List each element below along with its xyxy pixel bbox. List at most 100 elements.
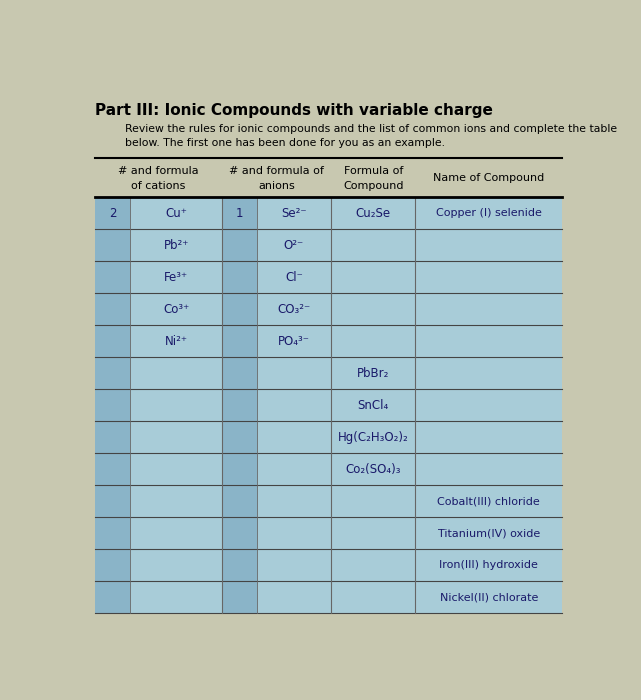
Bar	[222, 550, 256, 581]
Bar	[95, 421, 131, 454]
Text: Fe³⁺: Fe³⁺	[164, 271, 188, 284]
Bar	[256, 389, 331, 421]
Bar	[95, 293, 131, 326]
Bar	[415, 454, 562, 485]
Bar	[415, 261, 562, 293]
Bar	[131, 550, 222, 581]
Bar	[256, 357, 331, 389]
Text: Part III: Ionic Compounds with variable charge: Part III: Ionic Compounds with variable …	[95, 103, 493, 118]
Bar	[95, 581, 131, 613]
Text: Name of Compound: Name of Compound	[433, 173, 544, 183]
Text: CO₃²⁻: CO₃²⁻	[277, 302, 310, 316]
Bar	[256, 229, 331, 261]
Text: Cobalt(III) chloride: Cobalt(III) chloride	[437, 496, 540, 506]
Bar	[331, 357, 415, 389]
Bar	[256, 485, 331, 517]
Bar	[131, 517, 222, 550]
Bar	[95, 517, 131, 550]
Text: Cl⁻: Cl⁻	[285, 271, 303, 284]
Bar	[331, 229, 415, 261]
Bar	[131, 229, 222, 261]
Bar	[331, 326, 415, 357]
Bar	[256, 261, 331, 293]
Bar	[131, 581, 222, 613]
Bar	[222, 197, 256, 229]
Bar	[415, 421, 562, 454]
Bar	[256, 517, 331, 550]
Bar	[95, 550, 131, 581]
Bar	[415, 326, 562, 357]
Bar	[131, 326, 222, 357]
Bar	[256, 421, 331, 454]
Bar	[95, 485, 131, 517]
Bar	[331, 421, 415, 454]
Bar	[331, 485, 415, 517]
Bar	[95, 454, 131, 485]
Bar	[331, 293, 415, 326]
Bar	[131, 485, 222, 517]
Bar	[95, 229, 131, 261]
Text: # and formula of: # and formula of	[229, 167, 324, 176]
Bar	[222, 421, 256, 454]
Text: 1: 1	[235, 206, 243, 220]
Text: Nickel(II) chlorate: Nickel(II) chlorate	[440, 592, 538, 602]
Bar	[256, 326, 331, 357]
Bar	[222, 389, 256, 421]
Text: Se²⁻: Se²⁻	[281, 206, 306, 220]
Text: Pb²⁺: Pb²⁺	[163, 239, 189, 252]
Bar	[222, 229, 256, 261]
Bar	[222, 326, 256, 357]
Bar	[256, 197, 331, 229]
Bar	[331, 517, 415, 550]
Text: Titanium(IV) oxide: Titanium(IV) oxide	[438, 528, 540, 538]
Bar	[95, 261, 131, 293]
Bar	[415, 550, 562, 581]
Text: Co₂(SO₄)₃: Co₂(SO₄)₃	[345, 463, 401, 476]
Bar	[415, 389, 562, 421]
Text: 2: 2	[109, 206, 117, 220]
Text: anions: anions	[258, 181, 295, 191]
Bar	[331, 581, 415, 613]
Bar	[131, 261, 222, 293]
Bar	[331, 197, 415, 229]
Bar	[415, 293, 562, 326]
Bar	[415, 517, 562, 550]
Text: O²⁻: O²⁻	[284, 239, 304, 252]
Text: Compound: Compound	[343, 181, 403, 191]
Bar	[131, 454, 222, 485]
Bar	[415, 357, 562, 389]
Text: PbBr₂: PbBr₂	[357, 367, 390, 379]
Bar	[95, 197, 131, 229]
Text: Iron(III) hydroxide: Iron(III) hydroxide	[439, 560, 538, 570]
Bar	[331, 261, 415, 293]
Text: below. The first one has been done for you as an example.: below. The first one has been done for y…	[125, 138, 445, 148]
Bar	[415, 197, 562, 229]
Text: PO₄³⁻: PO₄³⁻	[278, 335, 310, 348]
Bar	[95, 357, 131, 389]
Bar	[222, 581, 256, 613]
Bar	[131, 357, 222, 389]
Bar	[131, 197, 222, 229]
Text: Hg(C₂H₃O₂)₂: Hg(C₂H₃O₂)₂	[338, 430, 408, 444]
Bar	[222, 485, 256, 517]
Bar	[415, 581, 562, 613]
Bar	[222, 293, 256, 326]
Text: Copper (I) selenide: Copper (I) selenide	[436, 208, 542, 218]
Bar	[222, 517, 256, 550]
Bar	[331, 550, 415, 581]
Bar	[95, 326, 131, 357]
Bar	[415, 229, 562, 261]
Bar	[131, 293, 222, 326]
Bar	[415, 485, 562, 517]
Text: Formula of: Formula of	[344, 167, 403, 176]
Bar	[222, 357, 256, 389]
Bar	[256, 581, 331, 613]
Text: of cations: of cations	[131, 181, 185, 191]
Bar	[256, 293, 331, 326]
Text: Cu₂Se: Cu₂Se	[356, 206, 391, 220]
Bar	[222, 454, 256, 485]
Bar	[131, 389, 222, 421]
Bar	[256, 550, 331, 581]
Bar	[95, 389, 131, 421]
Bar	[222, 261, 256, 293]
